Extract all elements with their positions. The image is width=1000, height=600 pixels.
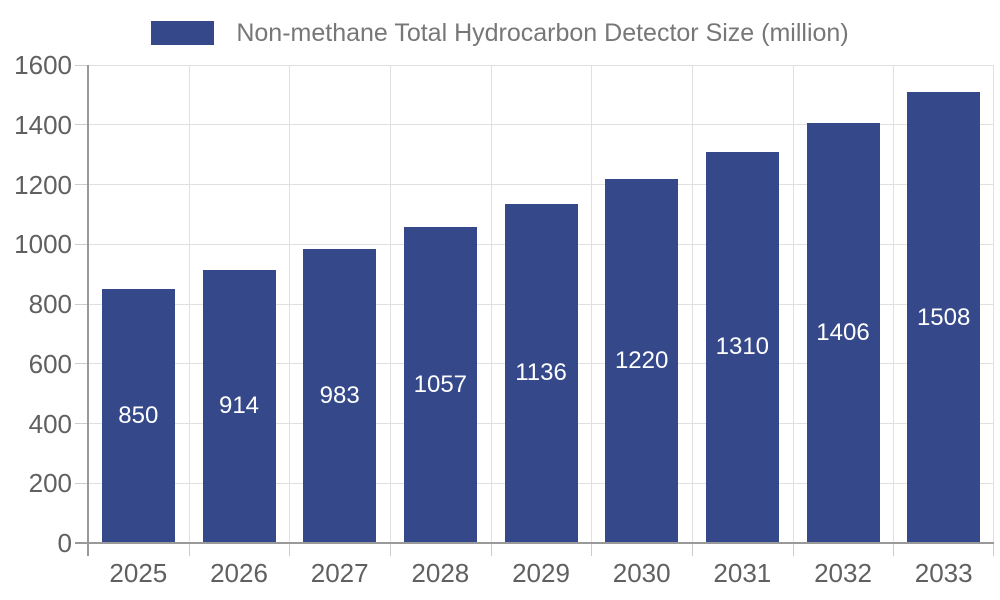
x-axis-label: 2033 [914, 558, 973, 588]
legend-label: Non-methane Total Hydrocarbon Detector S… [236, 18, 849, 47]
bar-2026[interactable]: 914 [202, 269, 276, 543]
bar-2031[interactable]: 1310 [705, 151, 779, 543]
x-axis-label: 2032 [814, 558, 872, 588]
x-axis-label: 2025 [109, 558, 168, 588]
y-axis-line [87, 65, 89, 556]
v-gridline [490, 65, 492, 543]
x-axis-label: 2026 [210, 558, 268, 588]
y-axis-tick [75, 303, 88, 305]
bar-value-label: 1406 [816, 318, 870, 346]
y-axis-label: 800 [28, 289, 72, 319]
bar-value-label: 1220 [614, 346, 669, 374]
bar-value-label: 1136 [515, 359, 567, 387]
y-axis-label: 1000 [14, 229, 72, 260]
v-gridline [289, 65, 291, 543]
x-axis-line [75, 542, 994, 544]
bar-value-label: 1310 [715, 333, 770, 361]
plot-area: 0 200 400 600 800 1000 1200 1400 1600 850 2025 914 2… [14, 52, 994, 586]
x-axis-tick [792, 543, 794, 556]
y-axis-label: 1200 [14, 169, 72, 200]
bar-2027[interactable]: 983 [303, 249, 377, 543]
y-axis-tick [75, 184, 88, 185]
y-axis-label: 1600 [14, 50, 72, 80]
y-axis-label: 200 [28, 468, 72, 499]
x-axis-tick [490, 543, 492, 556]
bar-value-label: 850 [118, 402, 159, 430]
h-gridline [88, 124, 994, 126]
v-gridline [591, 65, 593, 543]
bar-2032[interactable]: 1406 [806, 122, 880, 543]
x-axis-tick [591, 543, 593, 556]
v-gridline [993, 65, 994, 543]
bar-2033[interactable]: 1508 [907, 92, 981, 543]
x-axis-label: 2030 [612, 558, 671, 588]
v-gridline [893, 65, 895, 543]
x-axis-tick [188, 543, 190, 556]
h-gridline [88, 64, 994, 66]
x-axis-label: 2027 [310, 558, 369, 588]
x-axis-tick [390, 543, 391, 556]
h-gridline [88, 184, 994, 185]
bar-value-label: 1508 [916, 303, 971, 331]
y-axis-tick [75, 482, 88, 484]
bar-2029[interactable]: 1136 [504, 203, 578, 543]
x-axis-tick [893, 543, 895, 556]
y-axis-tick [75, 64, 88, 66]
y-axis-tick [75, 423, 88, 424]
v-gridline [792, 65, 794, 543]
bar-2028[interactable]: 1057 [403, 227, 477, 543]
y-axis-label: 400 [28, 408, 72, 439]
y-axis-label: 0 [57, 528, 72, 558]
x-axis-label: 2031 [713, 558, 772, 588]
y-axis-label: 600 [28, 348, 72, 379]
y-axis-tick [75, 243, 88, 245]
y-axis-tick [75, 124, 88, 126]
v-gridline [390, 65, 391, 543]
v-gridline [188, 65, 190, 543]
x-axis-tick [993, 543, 994, 556]
y-axis-tick [75, 363, 88, 365]
bar-2030[interactable]: 1220 [605, 178, 679, 543]
x-axis-tick [289, 543, 291, 556]
bar-value-label: 1057 [413, 371, 468, 399]
v-gridline [692, 65, 693, 543]
bar-2025[interactable]: 850 [101, 289, 175, 543]
legend-swatch [151, 21, 215, 45]
bar-value-label: 914 [218, 392, 260, 420]
x-axis-tick [692, 543, 693, 556]
x-axis-label: 2029 [512, 558, 570, 588]
x-axis-label: 2028 [411, 558, 470, 588]
bar-value-label: 983 [319, 382, 360, 410]
y-axis-label: 1400 [14, 109, 72, 140]
legend[interactable]: Non-methane Total Hydrocarbon Detector S… [0, 18, 1000, 48]
